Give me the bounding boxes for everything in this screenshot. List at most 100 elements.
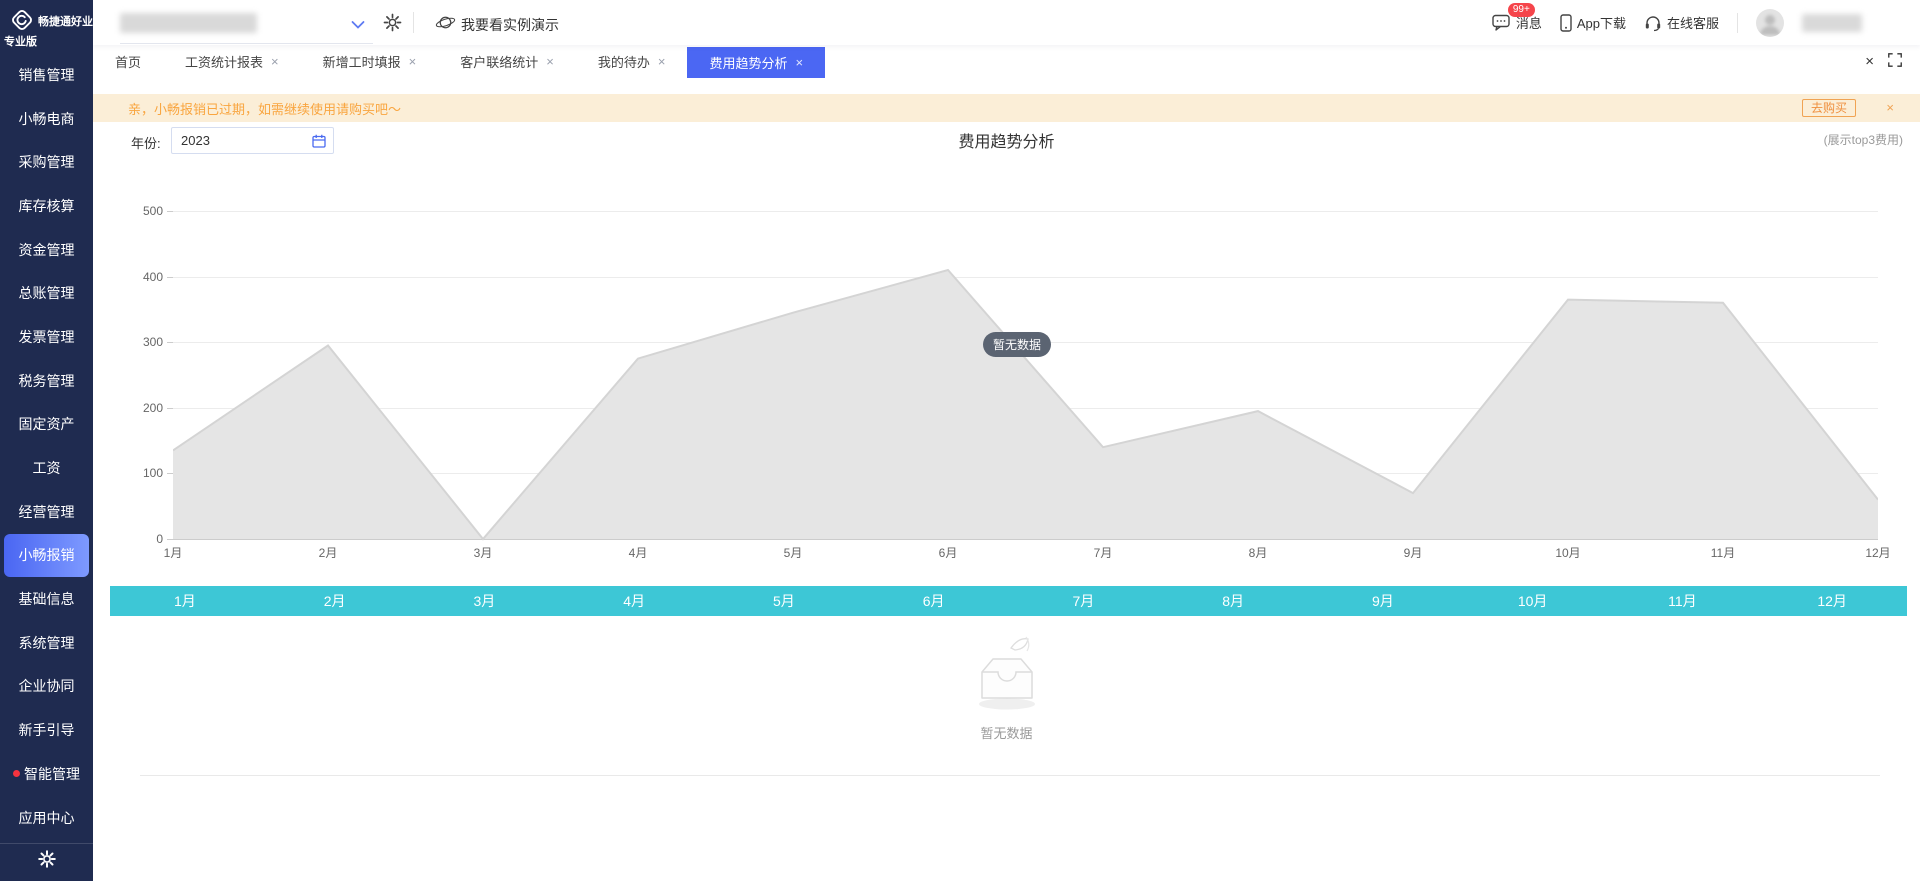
sidebar-item-资金管理[interactable]: 资金管理 [0,228,93,272]
sidebar-item-系统管理[interactable]: 系统管理 [0,621,93,665]
section-divider [140,775,1880,776]
message-bubble-icon [1492,14,1510,31]
sidebar-item-企业协同[interactable]: 企业协同 [0,665,93,709]
x-axis-label: 9月 [1403,546,1423,560]
close-all-tabs-icon[interactable]: × [1865,53,1874,70]
sidebar-item-经营管理[interactable]: 经营管理 [0,490,93,534]
sidebar-item-新手引导[interactable]: 新手引导 [0,708,93,752]
sidebar-item-label: 税务管理 [18,372,75,389]
sidebar-item-label: 小畅电商 [18,110,75,127]
sidebar-item-税务管理[interactable]: 税务管理 [0,359,93,403]
company-name-blurred[interactable] [120,13,257,33]
month-cell-9月[interactable]: 9月 [1371,593,1394,609]
topbar-divider [413,12,414,33]
tab-close-icon[interactable]: × [795,55,804,70]
sidebar-item-label: 企业协同 [18,678,75,695]
month-cell-5月[interactable]: 5月 [772,593,795,609]
tab-label: 费用趋势分析 [709,56,788,71]
user-name-blurred[interactable] [1802,13,1862,32]
year-input[interactable] [172,133,292,148]
tab-费用趋势分析[interactable]: 费用趋势分析 × [687,47,826,78]
month-cell-12月[interactable]: 12月 [1817,593,1847,609]
month-cell-10月[interactable]: 10月 [1517,593,1548,609]
sidebar-item-label: 总账管理 [18,285,75,302]
chart-note: (展示top3费用) [1823,133,1903,147]
sidebar-item-销售管理[interactable]: 销售管理 [0,53,93,97]
tab-close-icon[interactable]: × [546,54,554,69]
top-bar: 我要看实例演示 消息 99+ App下载 [93,0,1920,45]
y-axis-tick [167,539,173,540]
calendar-icon[interactable] [312,134,326,153]
month-cell-4月[interactable]: 4月 [623,593,646,609]
tab-新增工时填报[interactable]: 新增工时填报 × [301,45,439,78]
chevron-down-icon[interactable] [351,17,365,35]
online-service-button[interactable]: 在线客服 [1644,13,1719,32]
sidebar-item-label: 固定资产 [18,416,75,433]
notice-close-icon[interactable]: × [1886,100,1894,115]
fullscreen-icon[interactable] [1888,53,1902,70]
buy-now-button[interactable]: 去购买 [1801,99,1856,117]
sidebar-item-小畅电商[interactable]: 小畅电商 [0,97,93,141]
x-axis-label: 3月 [473,546,493,560]
month-cell-6月[interactable]: 6月 [922,593,945,609]
sidebar-item-总账管理[interactable]: 总账管理 [0,271,93,315]
sidebar-item-label: 新手引导 [18,722,75,739]
sidebar-item-label: 销售管理 [18,66,75,83]
year-filter-label: 年份: [131,136,161,151]
month-cell-3月[interactable]: 3月 [473,593,496,609]
month-cell-8月[interactable]: 8月 [1222,593,1245,609]
tab-工资统计报表[interactable]: 工资统计报表 × [163,45,301,78]
month-cell-11月[interactable]: 11月 [1668,593,1697,609]
sidebar-item-应用中心[interactable]: 应用中心 [0,796,93,840]
sidebar-settings-gear-icon[interactable] [0,850,93,873]
app-download-label: App下载 [1576,16,1626,31]
tab-close-icon[interactable]: × [657,54,666,69]
sidebar-item-基础信息[interactable]: 基础信息 [0,577,93,621]
y-axis-tick [167,473,173,475]
tab-客户联络统计[interactable]: 客户联络统计 × [438,45,576,78]
demo-link[interactable]: 我要看实例演示 [461,17,559,33]
messages-label: 消息 [1515,16,1542,31]
month-cell-7月[interactable]: 7月 [1072,593,1095,609]
x-axis-label: 1月 [163,546,183,560]
topbar-right-divider [1737,12,1738,33]
sidebar-item-label: 库存核算 [18,197,75,214]
empty-state: 暂无数据 [93,632,1920,742]
brand-title: 畅捷通好业财 [38,16,104,28]
sidebar-item-智能管理[interactable]: 智能管理 [0,752,93,796]
year-picker[interactable] [171,127,334,154]
sidebar-item-label: 资金管理 [18,241,75,258]
tab-label: 新增工时填报 [322,55,401,70]
tab-close-icon[interactable]: × [408,54,417,69]
month-cell-1月[interactable]: 1月 [173,593,196,609]
user-avatar[interactable] [1756,8,1784,37]
messages-button[interactable]: 消息 99+ [1492,3,1542,32]
expiry-notice-text: 亲，小畅报销已过期，如需继续使用请购买吧～ [128,101,402,117]
chart-tooltip: 暂无数据 [983,332,1051,357]
sidebar-item-库存核算[interactable]: 库存核算 [0,184,93,228]
org-settings-gear-icon[interactable] [383,13,402,37]
sidebar-item-label: 基础信息 [18,591,75,608]
sidebar-item-发票管理[interactable]: 发票管理 [0,315,93,359]
sidebar-item-固定资产[interactable]: 固定资产 [0,403,93,447]
sidebar-item-采购管理[interactable]: 采购管理 [0,140,93,184]
x-axis-label: 8月 [1248,546,1268,560]
tab-label: 首页 [115,55,142,70]
y-axis-label: 100 [142,466,163,481]
month-cell-2月[interactable]: 2月 [323,593,346,609]
app-download-button[interactable]: App下载 [1560,13,1626,32]
y-axis-label: 500 [142,204,163,218]
sidebar-item-小畅报销[interactable]: 小畅报销 [4,533,89,578]
x-axis-label: 5月 [783,546,803,560]
expiry-notice-bar: 亲，小畅报销已过期，如需继续使用请购买吧～ 去购买 × [93,94,1920,122]
tab-首页[interactable]: 首页 [93,45,163,78]
empty-state-text: 暂无数据 [980,726,1033,741]
sidebar-item-label: 应用中心 [18,809,75,826]
x-axis-label: 12月 [1865,546,1891,560]
sidebar-item-工资[interactable]: 工资 [0,446,93,490]
tab-我的待办[interactable]: 我的待办 × [576,45,688,78]
sidebar-menu: 销售管理小畅电商采购管理库存核算资金管理总账管理发票管理税务管理固定资产工资 经营… [0,53,93,839]
messages-badge: 99+ [1507,3,1535,17]
tab-close-icon[interactable]: × [271,54,279,69]
